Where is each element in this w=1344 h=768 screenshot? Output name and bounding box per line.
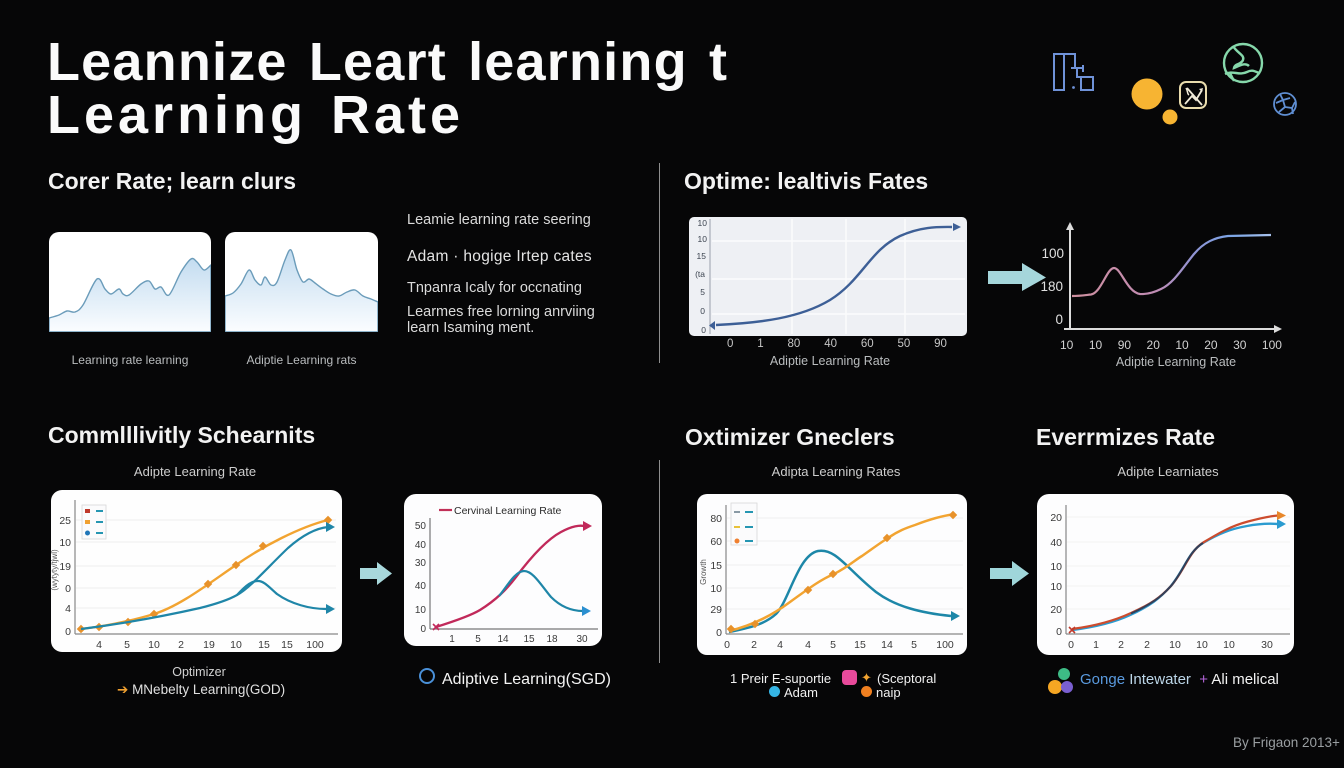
svg-text:30: 30 <box>576 634 588 645</box>
svg-text:60: 60 <box>710 536 722 548</box>
svg-text:50: 50 <box>415 521 427 532</box>
svg-text:40: 40 <box>415 581 427 592</box>
svg-text:10: 10 <box>710 583 722 595</box>
svg-text:20: 20 <box>1050 604 1062 616</box>
svg-text:25: 25 <box>59 515 71 527</box>
svg-text:15: 15 <box>281 639 293 651</box>
svg-text:10: 10 <box>1223 639 1235 651</box>
svg-text:14: 14 <box>497 634 509 645</box>
svg-text:0: 0 <box>1056 626 1062 638</box>
svg-text:4: 4 <box>96 639 102 651</box>
svg-text:(wytyty/tjwl): (wytyty/tjwl) <box>50 549 59 591</box>
svg-text:100: 100 <box>1041 246 1064 261</box>
svg-text:0: 0 <box>1055 312 1063 327</box>
svg-text:0: 0 <box>65 626 71 638</box>
svg-text:10: 10 <box>698 234 708 244</box>
svg-text:5: 5 <box>475 634 481 645</box>
svg-text:4: 4 <box>805 639 811 651</box>
svg-text:10: 10 <box>59 537 71 549</box>
svg-text:19: 19 <box>59 561 71 573</box>
svg-text:2: 2 <box>178 639 184 651</box>
svg-text:15: 15 <box>854 639 866 651</box>
svg-text:30: 30 <box>1261 639 1273 651</box>
svg-text:15: 15 <box>697 251 707 261</box>
svg-text:100: 100 <box>936 639 954 651</box>
svg-text:29: 29 <box>710 604 722 616</box>
svg-text:18: 18 <box>546 634 558 645</box>
svg-text:40: 40 <box>1050 537 1062 549</box>
svg-text:0: 0 <box>701 325 706 335</box>
svg-text:15: 15 <box>710 560 722 572</box>
svg-text:80: 80 <box>710 513 722 525</box>
svg-text:1: 1 <box>1093 639 1099 651</box>
svg-text:5: 5 <box>830 639 836 651</box>
svg-text:0: 0 <box>65 583 71 595</box>
svg-text:15: 15 <box>523 634 535 645</box>
svg-text:0: 0 <box>1068 639 1074 651</box>
svg-text:2: 2 <box>751 639 757 651</box>
svg-text:10: 10 <box>415 605 427 616</box>
svg-text:14: 14 <box>881 639 893 651</box>
svg-text:0: 0 <box>420 624 426 635</box>
svg-text:10: 10 <box>148 639 160 651</box>
svg-text:0: 0 <box>700 306 705 316</box>
svg-text:180: 180 <box>1040 279 1063 294</box>
svg-text:4: 4 <box>65 603 71 615</box>
svg-text:40: 40 <box>415 540 427 551</box>
svg-text:15: 15 <box>258 639 270 651</box>
svg-text:0: 0 <box>724 639 730 651</box>
svg-text:(ta: (ta <box>695 269 705 279</box>
svg-text:5: 5 <box>911 639 917 651</box>
svg-text:4: 4 <box>777 639 783 651</box>
svg-text:2: 2 <box>1144 639 1150 651</box>
svg-text:19: 19 <box>203 639 215 651</box>
svg-text:0: 0 <box>716 627 722 639</box>
svg-text:2: 2 <box>1118 639 1124 651</box>
svg-text:10: 10 <box>698 218 708 228</box>
svg-text:5: 5 <box>700 287 705 297</box>
svg-text:10: 10 <box>1050 581 1062 593</box>
svg-text:Growth: Growth <box>699 559 708 585</box>
svg-text:Cervinal Learning Rate: Cervinal Learning Rate <box>454 505 562 517</box>
svg-text:100: 100 <box>306 639 324 651</box>
svg-text:10: 10 <box>230 639 242 651</box>
svg-text:10: 10 <box>1169 639 1181 651</box>
svg-text:20: 20 <box>1050 512 1062 524</box>
svg-text:10: 10 <box>1050 561 1062 573</box>
svg-text:10: 10 <box>1196 639 1208 651</box>
svg-text:5: 5 <box>124 639 130 651</box>
svg-text:30: 30 <box>415 558 427 569</box>
svg-text:1: 1 <box>449 634 455 645</box>
